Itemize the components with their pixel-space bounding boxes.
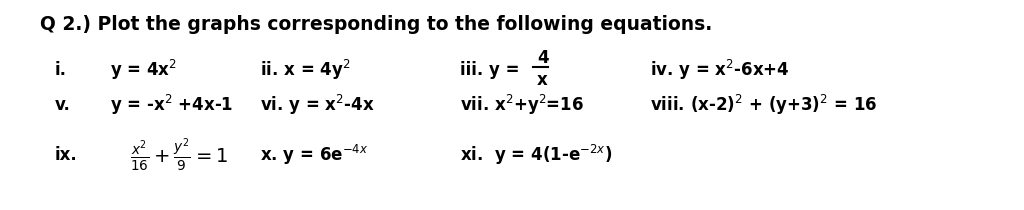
Text: ix.: ix.	[55, 146, 78, 164]
Text: xi.  y = 4(1-e$^{-2x}$): xi. y = 4(1-e$^{-2x}$)	[460, 143, 612, 167]
Text: x. y = 6e$^{-4x}$: x. y = 6e$^{-4x}$	[260, 143, 369, 167]
Text: iii. y =: iii. y =	[460, 61, 519, 79]
Text: vii. x$^2$+y$^2$=16: vii. x$^2$+y$^2$=16	[460, 93, 584, 117]
Text: y = -x$^2$ +4x-1: y = -x$^2$ +4x-1	[110, 93, 233, 117]
Text: Q 2.) Plot the graphs corresponding to the following equations.: Q 2.) Plot the graphs corresponding to t…	[40, 15, 713, 34]
Text: vi. y = x$^2$-4x: vi. y = x$^2$-4x	[260, 93, 375, 117]
Text: y = 4x$^2$: y = 4x$^2$	[110, 58, 177, 82]
Text: v.: v.	[55, 96, 71, 114]
Text: viii. (x-2)$^2$ + (y+3)$^2$ = 16: viii. (x-2)$^2$ + (y+3)$^2$ = 16	[650, 93, 878, 117]
Text: iv. y = x$^2$-6x+4: iv. y = x$^2$-6x+4	[650, 58, 790, 82]
Text: ii. x = 4y$^2$: ii. x = 4y$^2$	[260, 58, 350, 82]
Text: x: x	[537, 71, 548, 89]
Text: 4: 4	[537, 49, 549, 67]
Text: $\frac{x^2}{16}+\frac{y^2}{9}=1$: $\frac{x^2}{16}+\frac{y^2}{9}=1$	[130, 136, 228, 174]
Text: i.: i.	[55, 61, 67, 79]
